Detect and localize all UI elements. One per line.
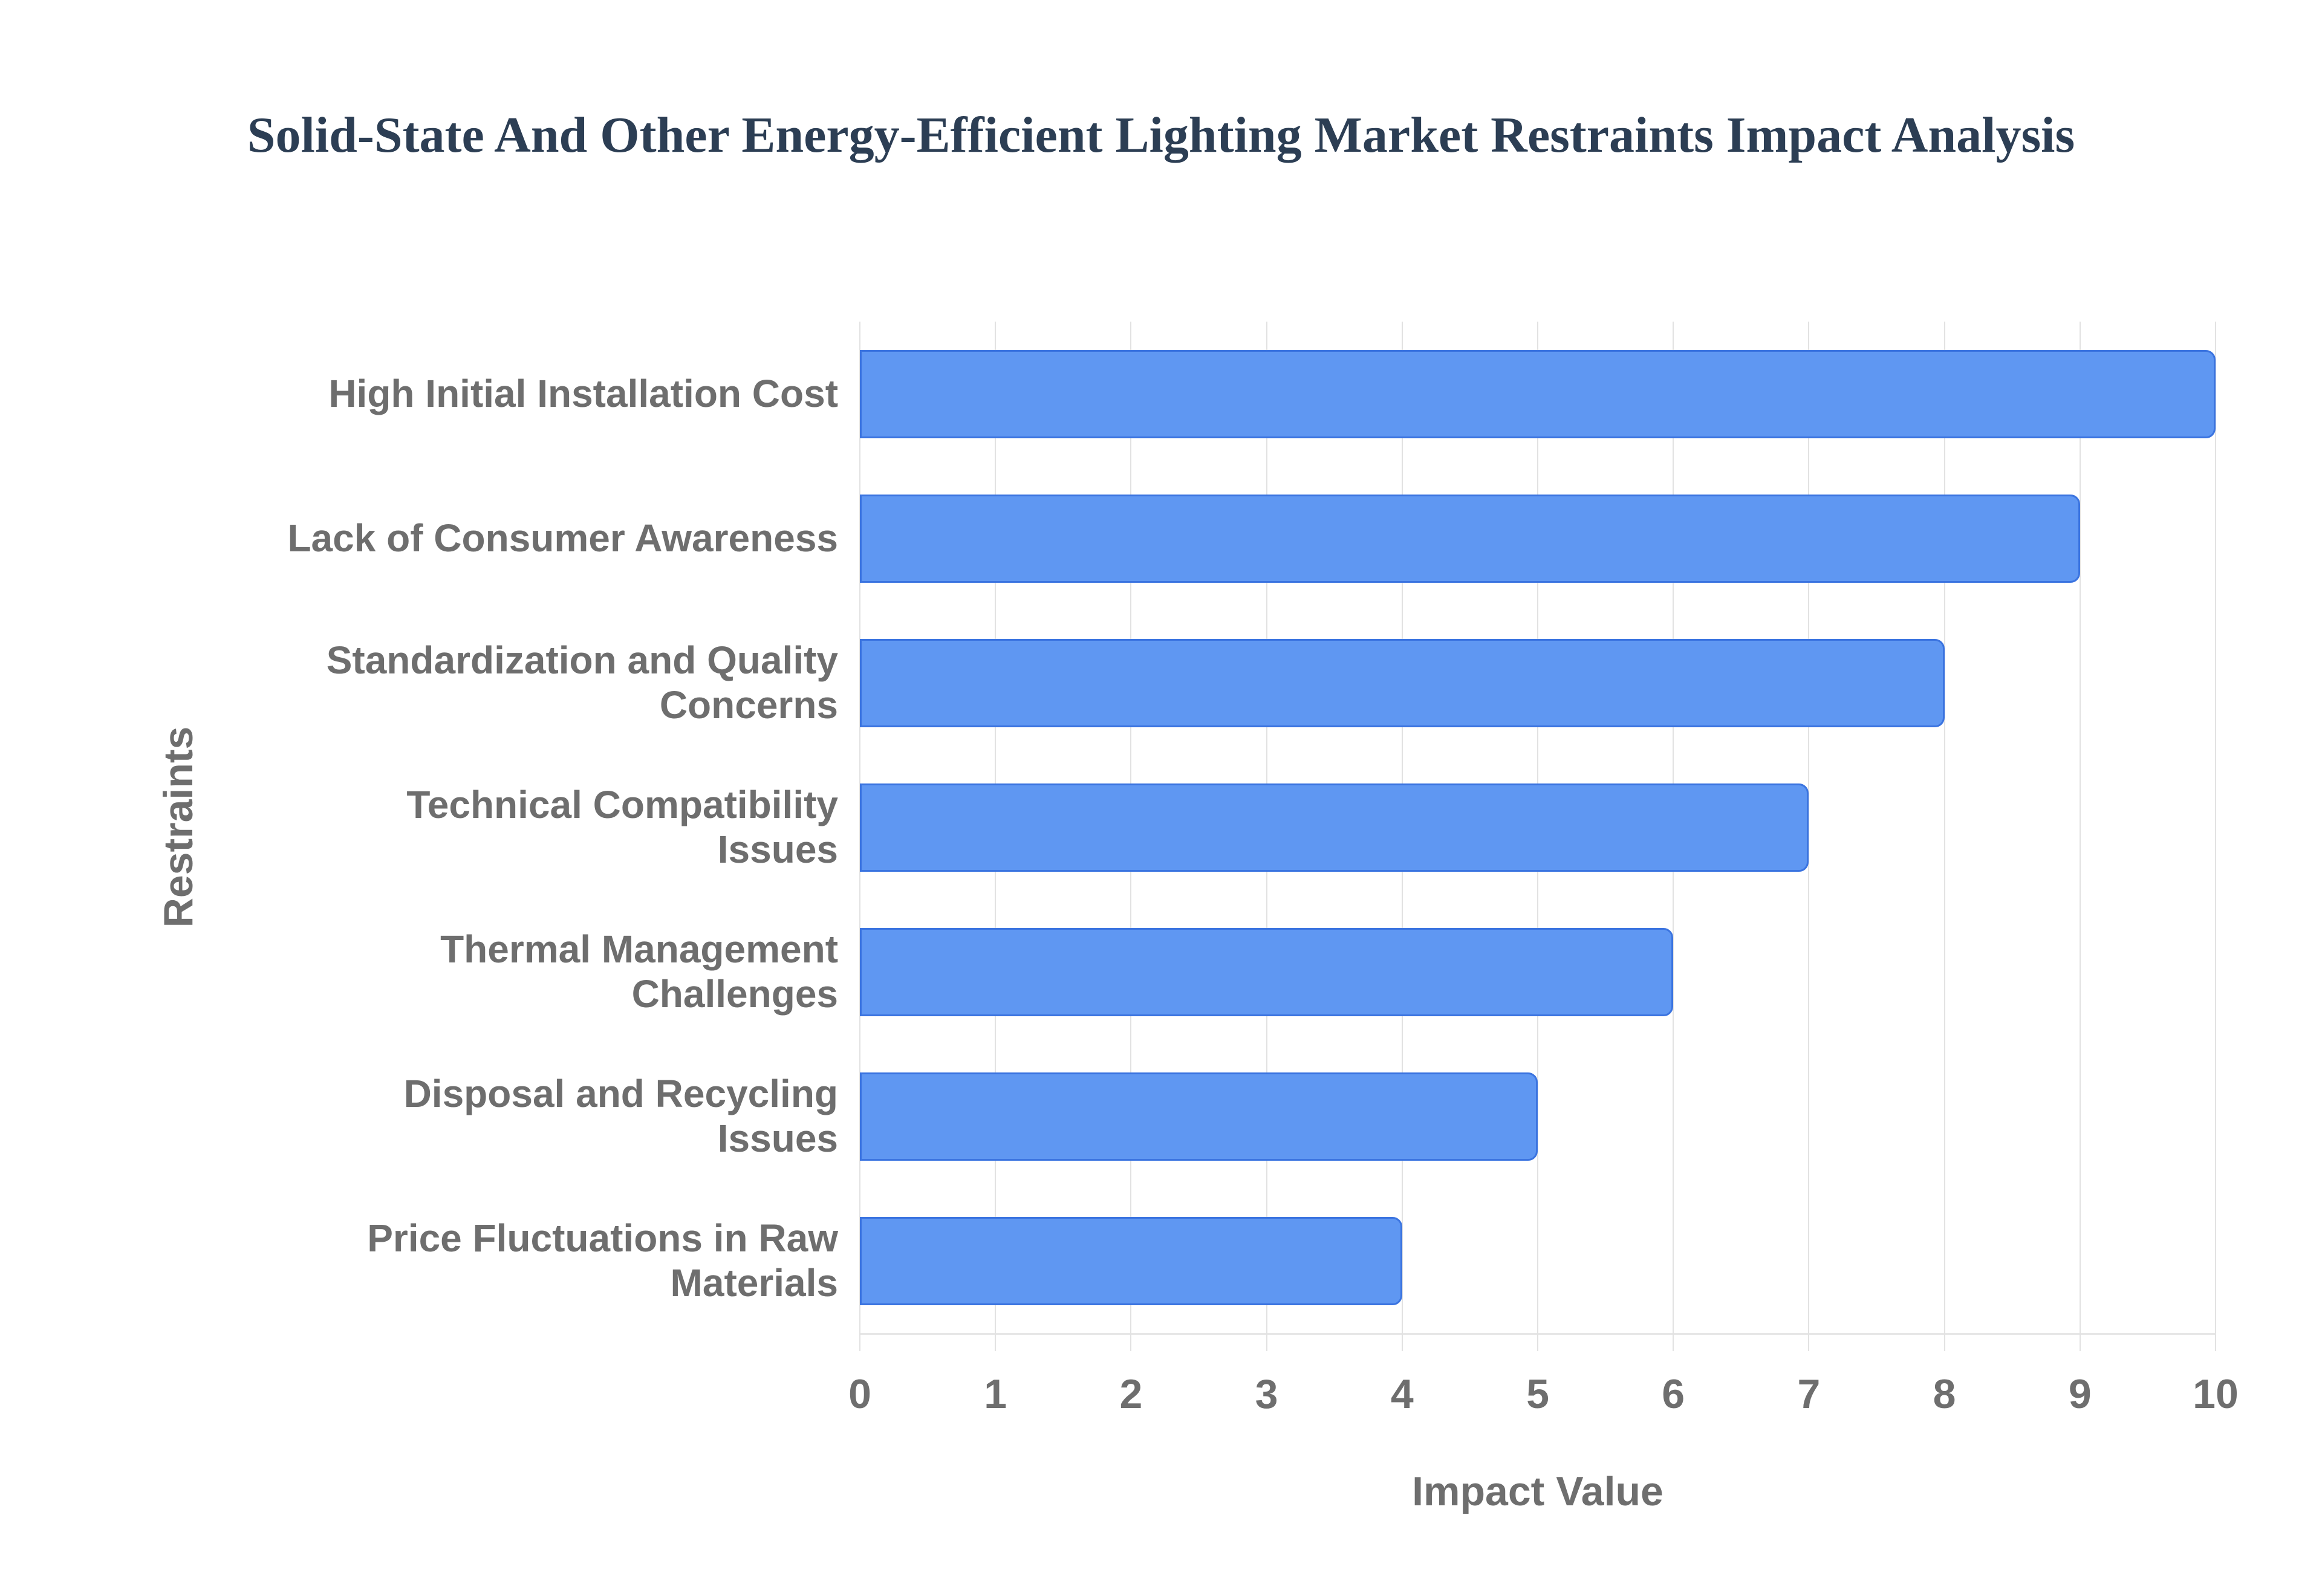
bar-1[interactable] <box>860 494 2080 583</box>
bar-5[interactable] <box>860 1072 1538 1161</box>
category-label-1: Lack of Consumer Awareness <box>287 516 838 560</box>
x-axis-title: Impact Value <box>1412 1468 1663 1514</box>
gridline-x-7 <box>1808 322 1810 1333</box>
bar-2[interactable] <box>860 638 1945 727</box>
x-tick-label-2: 2 <box>1119 1371 1143 1417</box>
category-label-6: Price Fluctuations in Raw Materials <box>367 1216 838 1305</box>
x-tick-mark-7 <box>1808 1333 1810 1351</box>
x-tick-label-6: 6 <box>1662 1371 1685 1417</box>
plot-area <box>859 322 2216 1335</box>
x-tick-label-1: 1 <box>984 1371 1007 1417</box>
y-axis-title: Restraints <box>155 726 201 928</box>
x-tick-mark-1 <box>995 1333 997 1351</box>
x-tick-label-7: 7 <box>1797 1371 1821 1417</box>
x-tick-mark-9 <box>2079 1333 2081 1351</box>
x-tick-label-9: 9 <box>2068 1371 2092 1417</box>
y-axis-category-labels: High Initial Installation Cost Lack of Co… <box>282 322 838 1333</box>
gridline-x-10 <box>2215 322 2216 1333</box>
x-tick-mark-2 <box>1130 1333 1132 1351</box>
x-tick-mark-3 <box>1266 1333 1267 1351</box>
x-tick-label-8: 8 <box>1933 1371 1956 1417</box>
x-tick-label-3: 3 <box>1255 1371 1278 1417</box>
bar-3[interactable] <box>860 783 1809 872</box>
x-axis: 0 1 2 3 4 5 6 7 8 9 10 <box>848 1333 2239 1454</box>
category-label-4: Thermal Management Challenges <box>440 927 838 1016</box>
x-tick-label-4: 4 <box>1390 1371 1414 1417</box>
x-tick-mark-8 <box>1943 1333 1945 1351</box>
chart-title: Solid-State And Other Energy-Efficient L… <box>247 107 2075 163</box>
gridline-x-8 <box>1943 322 1945 1333</box>
x-tick-label-0: 0 <box>848 1371 871 1417</box>
category-label-5: Disposal and Recycling Issues <box>403 1071 838 1160</box>
bar-4[interactable] <box>860 927 1674 1016</box>
x-tick-mark-6 <box>1673 1333 1674 1351</box>
x-tick-mark-5 <box>1537 1333 1538 1351</box>
x-tick-label-10: 10 <box>2193 1371 2239 1417</box>
x-tick-mark-10 <box>2215 1333 2216 1351</box>
category-label-2: Standardization and Quality Concerns <box>326 638 838 727</box>
category-label-0: High Initial Installation Cost <box>328 371 838 415</box>
x-tick-mark-4 <box>1401 1333 1403 1351</box>
bar-6[interactable] <box>860 1216 1402 1305</box>
x-tick-label-5: 5 <box>1526 1371 1549 1417</box>
gridline-x-9 <box>2079 322 2081 1333</box>
x-tick-mark-0 <box>859 1333 860 1351</box>
category-label-3: Technical Compatibility Issues <box>406 782 838 871</box>
bar-0[interactable] <box>860 349 2216 438</box>
